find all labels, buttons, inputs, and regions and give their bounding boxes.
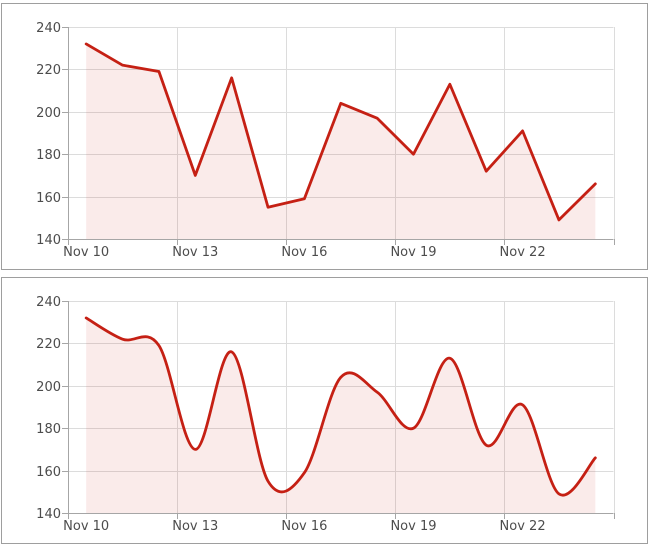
- y-axis-label: 220: [36, 63, 61, 78]
- y-axis-label: 180: [36, 148, 61, 163]
- top-chart: 140 160 180 200 220 240 Nov 10 Nov 13 Nov 16 Nov …: [36, 21, 615, 260]
- y-axis-label: 200: [36, 106, 61, 121]
- y-axis-label: 140: [36, 233, 61, 248]
- y-axis-label: 160: [36, 465, 61, 480]
- y-axis-label: 240: [36, 295, 61, 310]
- x-axis-label: Nov 10: [63, 519, 109, 534]
- y-axis-label: 180: [36, 422, 61, 437]
- x-axis-label: Nov 22: [500, 519, 546, 534]
- series-area: [86, 43, 596, 240]
- chart-panel-bottom: 140 160 180 200 220 240 Nov 10 Nov 13 Nov 16 Nov …: [1, 277, 648, 544]
- chart-panel-top: 140 160 180 200 220 240 Nov 10 Nov 13 Nov 16 Nov …: [1, 3, 648, 270]
- x-axis-label: Nov 13: [172, 519, 218, 534]
- x-axis-label: Nov 13: [172, 245, 218, 260]
- x-axis-label: Nov 19: [390, 245, 436, 260]
- x-axis-label: Nov 19: [390, 519, 436, 534]
- series-line: [84, 316, 597, 497]
- x-axis-label: Nov 16: [281, 519, 327, 534]
- x-axis-label: Nov 22: [500, 245, 546, 260]
- y-axis-label: 160: [36, 191, 61, 206]
- series-area: [86, 317, 596, 513]
- x-axis-label: Nov 16: [281, 245, 327, 260]
- y-axis-label: 240: [36, 21, 61, 36]
- series-line: [84, 42, 597, 222]
- bottom-chart: 140 160 180 200 220 240 Nov 10 Nov 13 Nov 16 Nov …: [36, 295, 615, 534]
- y-axis-label: 140: [36, 507, 61, 522]
- y-axis-label: 220: [36, 337, 61, 352]
- x-axis-label: Nov 10: [63, 245, 109, 260]
- y-axis-label: 200: [36, 380, 61, 395]
